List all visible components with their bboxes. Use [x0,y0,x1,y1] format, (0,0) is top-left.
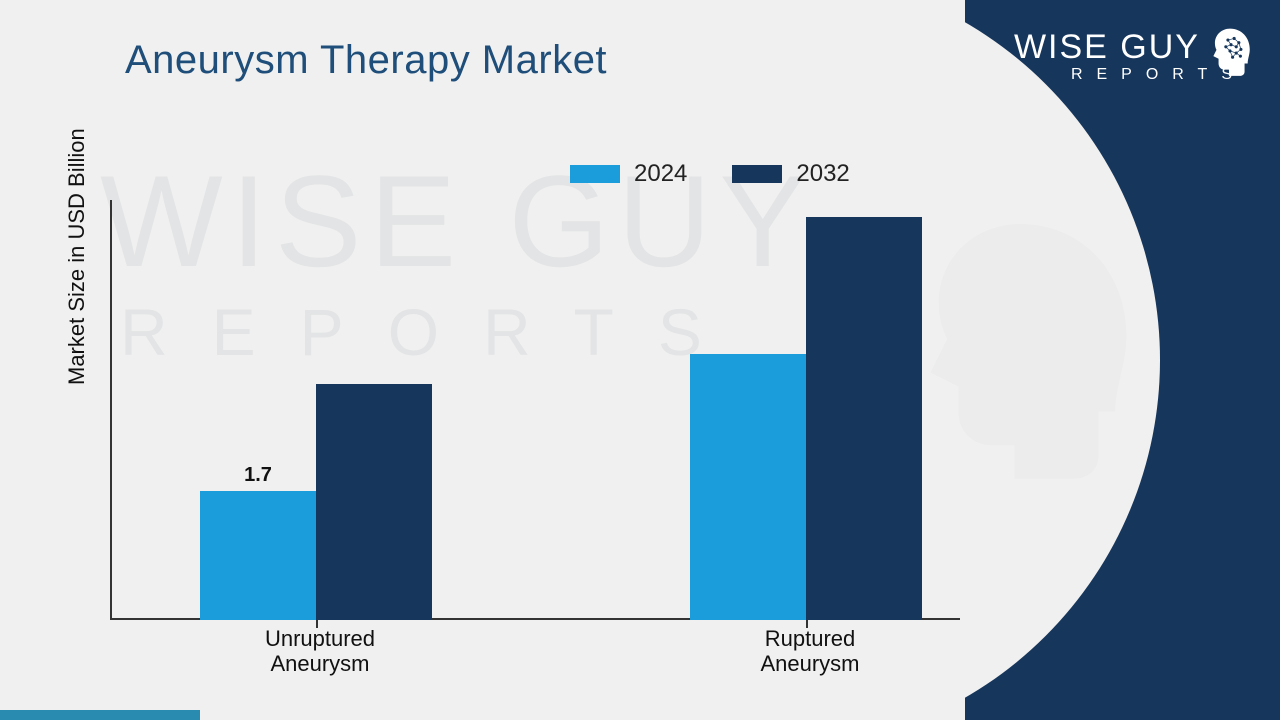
legend-label: 2024 [634,160,687,188]
chart-title: Aneurysm Therapy Market [125,38,607,83]
chart-canvas: Aneurysm Therapy Market WISE GUY REPORTS… [0,0,1280,720]
plot-area: 1.7UnrupturedAneurysm RupturedAneurysm [110,200,960,620]
bar [806,217,922,620]
legend-item: 2032 [732,160,849,188]
brand-logo: WISE GUY REPORTS [1014,30,1250,84]
bar: 1.7 [200,491,316,620]
bar-value-label: 1.7 [200,464,316,491]
right-accent-panel [965,0,1280,720]
legend-swatch [570,165,620,183]
head-icon [1204,26,1256,78]
bottom-accent-bar [0,710,200,720]
category-label: UnrupturedAneurysm [200,620,440,677]
y-axis [110,200,112,620]
bar-group: RupturedAneurysm [690,200,922,620]
category-label: RupturedAneurysm [690,620,930,677]
bar [316,384,432,620]
bar [690,354,806,620]
bar-group: 1.7UnrupturedAneurysm [200,200,432,620]
legend-swatch [732,165,782,183]
legend-label: 2032 [796,160,849,188]
legend-item: 2024 [570,160,687,188]
y-axis-label: Market Size in USD Billion [64,128,90,385]
legend: 2024 2032 [570,160,850,188]
